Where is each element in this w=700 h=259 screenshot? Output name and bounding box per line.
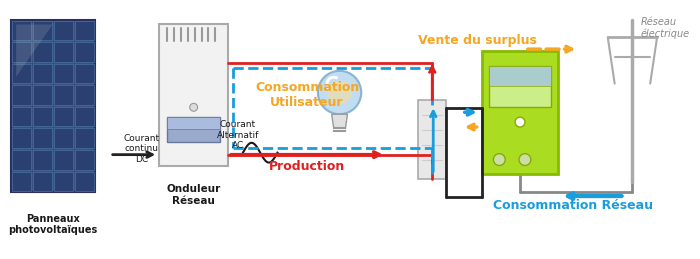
Bar	[54, 150, 73, 170]
Bar	[54, 171, 73, 191]
Polygon shape	[16, 25, 52, 77]
Bar	[33, 85, 52, 105]
Bar	[75, 42, 94, 62]
Text: Vente du surplus: Vente du surplus	[418, 34, 537, 47]
Bar	[12, 42, 32, 62]
Bar	[33, 20, 52, 40]
Text: Consommation Réseau: Consommation Réseau	[494, 199, 653, 212]
Text: Onduleur
Réseau: Onduleur Réseau	[167, 184, 220, 206]
Bar	[75, 107, 94, 126]
Bar	[75, 171, 94, 191]
Bar	[54, 107, 73, 126]
Bar	[12, 107, 32, 126]
Circle shape	[515, 117, 525, 127]
Bar	[482, 51, 559, 174]
Bar	[167, 117, 220, 129]
Bar	[419, 100, 446, 179]
Bar	[33, 42, 52, 62]
Circle shape	[190, 103, 197, 111]
Bar	[33, 107, 52, 126]
Bar	[33, 171, 52, 191]
Bar	[54, 85, 73, 105]
Text: Courant
continu
DC: Courant continu DC	[123, 134, 160, 164]
Bar	[12, 128, 32, 148]
Bar	[489, 66, 551, 86]
Bar	[12, 171, 32, 191]
Bar	[12, 85, 32, 105]
Bar	[54, 42, 73, 62]
Bar	[12, 150, 32, 170]
Bar	[54, 64, 73, 83]
Bar	[33, 64, 52, 83]
Bar	[12, 64, 32, 83]
Text: Courant
Alternatif
AC: Courant Alternatif AC	[217, 120, 259, 150]
Text: Production: Production	[269, 160, 345, 172]
Bar	[54, 128, 73, 148]
Circle shape	[318, 71, 361, 114]
Bar	[159, 24, 228, 167]
Text: Réseau
électrique: Réseau électrique	[640, 17, 690, 39]
Bar	[75, 85, 94, 105]
Circle shape	[494, 154, 505, 166]
Bar	[12, 20, 32, 40]
Bar	[75, 20, 94, 40]
Bar	[54, 20, 73, 40]
Bar	[75, 150, 94, 170]
Bar	[75, 128, 94, 148]
Bar	[75, 64, 94, 83]
Text: Consommation
Utilisateur: Consommation Utilisateur	[255, 81, 359, 109]
Circle shape	[328, 81, 351, 104]
Circle shape	[519, 154, 531, 166]
Polygon shape	[332, 114, 347, 128]
Bar	[33, 150, 52, 170]
Bar	[33, 128, 52, 148]
Bar	[489, 66, 551, 107]
Bar	[11, 20, 95, 192]
Text: Panneaux
photovoltaïques: Panneaux photovoltaïques	[8, 214, 98, 235]
Bar	[167, 117, 220, 142]
